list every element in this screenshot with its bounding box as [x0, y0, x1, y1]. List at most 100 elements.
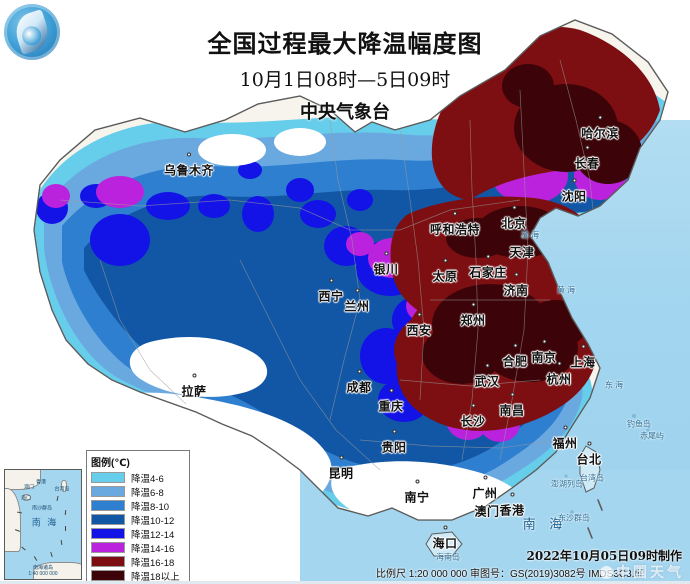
city-marker-icon	[562, 425, 567, 430]
city-marker-icon	[442, 525, 447, 530]
inset-scale-label: 南海诸岛	[32, 564, 54, 571]
city-marker-icon	[586, 441, 591, 446]
inset-title: 南 海	[31, 517, 59, 528]
city-label: 沈阳	[561, 178, 586, 205]
city-marker-icon	[509, 492, 514, 497]
city-label: 济南	[503, 272, 528, 299]
city-label: 台北	[576, 441, 601, 468]
inset-dash-segment	[21, 546, 26, 551]
nine-dash-line	[587, 499, 603, 539]
city-label: 香港	[499, 492, 524, 519]
geo-label: 南 海	[522, 516, 568, 532]
city-label: 太原	[432, 258, 457, 285]
legend: 图例(℃) 降温4-6 降温6-8 降温8-10 降温10-12 降温12-14 降温14…	[86, 450, 190, 584]
city-label: 哈尔滨	[581, 115, 619, 142]
production-timestamp: 2022年10月05日09时制作	[526, 549, 683, 563]
legend-row: 降温10-12	[91, 513, 185, 527]
legend-label: 降温18以上	[131, 571, 180, 583]
inset-dash-segment	[65, 526, 66, 531]
map-scale-text: 比例尺 1:20 000 000 审图号：GS(2019)3082号 IMDS3…	[376, 569, 643, 580]
city-marker-icon	[541, 339, 546, 344]
city-marker-icon	[511, 205, 516, 210]
city-marker-icon	[597, 115, 602, 120]
inset-taiwan	[61, 480, 67, 492]
south-china-sea-inset: 台湾岛 香港 澳门 海口 南沙群岛 南 海 南海诸岛 1:40 000 000	[4, 469, 82, 580]
inset-label: 香港	[35, 479, 47, 486]
city-marker-icon	[470, 302, 475, 307]
geo-label: 台湾岛	[580, 473, 604, 483]
inset-label: 澳门	[23, 484, 35, 491]
legend-label: 降温10-12	[131, 515, 175, 527]
legend-label: 降温16-18	[131, 557, 175, 569]
cma-logo	[4, 4, 60, 60]
inset-dash-segment	[50, 551, 53, 558]
city-label: 海口	[432, 525, 457, 552]
city-label: 南京	[531, 339, 556, 366]
legend-rows: 降温4-6 降温6-8 降温8-10 降温10-12 降温12-14 降温14-16 降温1…	[91, 471, 185, 583]
city-label: 广州	[472, 475, 497, 502]
city-label: 长沙	[460, 403, 485, 430]
geo-label: 黄 海	[556, 285, 576, 295]
legend-title: 图例(℃)	[91, 458, 130, 469]
legend-swatch	[91, 570, 125, 581]
city-label: 南昌	[499, 392, 524, 419]
city-marker-icon	[519, 234, 524, 239]
city-marker-icon	[354, 288, 359, 293]
inset-label: 南沙群岛	[31, 505, 53, 512]
city-marker-icon	[388, 388, 393, 393]
city-marker-icon	[191, 373, 196, 378]
city-marker-icon	[482, 475, 487, 480]
inset-dash-segment	[64, 509, 67, 516]
inset-scale: 南海诸岛 1:40 000 000	[28, 565, 57, 578]
legend-swatch	[91, 528, 125, 539]
city-label: 福州	[552, 425, 577, 452]
islets	[564, 414, 650, 514]
city-marker-icon	[452, 211, 457, 216]
legend-label: 降温6-8	[131, 487, 164, 499]
province-borders	[59, 59, 597, 471]
legend-label: 降温14-16	[131, 543, 175, 555]
geo-label: 海南岛	[436, 552, 460, 562]
city-label: 银川	[373, 251, 398, 278]
legend-row: 降温6-8	[91, 485, 185, 499]
city-label: 澳门	[474, 493, 499, 520]
city-label: 贵阳	[381, 429, 406, 456]
city-label: 长春	[574, 145, 599, 172]
city-label: 杭州	[546, 361, 571, 388]
legend-label: 降温8-10	[131, 501, 170, 513]
legend-row: 降温4-6	[91, 471, 185, 485]
city-label: 呼和浩特	[430, 211, 480, 238]
bottom-strip	[0, 581, 690, 584]
inset-label: 台湾岛	[54, 486, 70, 493]
city-label: 重庆	[378, 388, 403, 415]
watermark: 中国天气	[600, 562, 684, 582]
legend-row: 降温12-14	[91, 527, 185, 541]
city-label: 武汉	[474, 363, 499, 390]
inset-dash-segment	[33, 556, 38, 561]
city-marker-icon	[556, 361, 561, 366]
taiwan-island	[579, 445, 601, 493]
city-marker-icon	[391, 429, 396, 434]
inset-borneo	[33, 562, 81, 579]
city-marker-icon	[584, 145, 589, 150]
legend-label: 降温12-14	[131, 529, 175, 541]
city-marker-icon	[513, 272, 518, 277]
city-label: 上海	[570, 344, 595, 371]
cma-logo-swirl	[10, 8, 54, 56]
legend-swatch	[91, 472, 125, 483]
city-marker-icon	[470, 403, 475, 408]
city-marker-icon	[485, 254, 490, 259]
legend-row: 降温14-16	[91, 541, 185, 555]
city-label: 北京	[501, 205, 526, 232]
city-marker-icon	[338, 455, 343, 460]
geo-label: 钓鱼岛	[627, 419, 651, 429]
city-marker-icon	[512, 343, 517, 348]
city-label: 拉萨	[181, 373, 206, 400]
inset-mainland	[5, 470, 41, 490]
city-marker-icon	[416, 312, 421, 317]
inset-hainan	[22, 494, 31, 501]
city-marker-icon	[328, 278, 333, 283]
legend-row: 降温16-18	[91, 555, 185, 569]
city-marker-icon	[356, 369, 361, 374]
